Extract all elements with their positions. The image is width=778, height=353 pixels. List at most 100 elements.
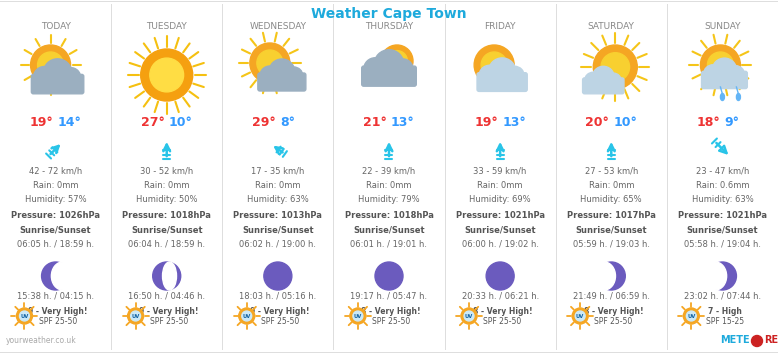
Text: 27 - 53 km/h: 27 - 53 km/h [584, 167, 638, 175]
FancyBboxPatch shape [702, 71, 748, 89]
Circle shape [479, 65, 500, 86]
Circle shape [363, 58, 387, 81]
Text: Sunrise/Sunset: Sunrise/Sunset [576, 226, 647, 234]
Circle shape [61, 68, 81, 88]
Text: Rain: 0mm: Rain: 0mm [33, 180, 79, 190]
Circle shape [572, 308, 588, 324]
Text: 30 - 52 km/h: 30 - 52 km/h [140, 167, 194, 175]
Text: RED: RED [764, 335, 778, 345]
Text: 06:04 h. / 18:59 h.: 06:04 h. / 18:59 h. [128, 239, 205, 249]
Text: Rain: 0mm: Rain: 0mm [588, 180, 634, 190]
FancyBboxPatch shape [258, 73, 306, 91]
Text: Rain: 0mm: Rain: 0mm [478, 180, 523, 190]
Text: Humidity: 63%: Humidity: 63% [692, 195, 753, 203]
Circle shape [19, 311, 30, 321]
Circle shape [584, 72, 601, 89]
Text: SPF 25-50: SPF 25-50 [372, 317, 410, 327]
Circle shape [686, 311, 696, 321]
Circle shape [752, 335, 762, 347]
FancyBboxPatch shape [583, 78, 624, 94]
Text: SPF 15-25: SPF 15-25 [706, 317, 744, 327]
Text: Humidity: 63%: Humidity: 63% [247, 195, 309, 203]
Circle shape [41, 262, 69, 290]
Text: 22 - 39 km/h: 22 - 39 km/h [363, 167, 415, 175]
Text: Rain: 0mm: Rain: 0mm [255, 180, 300, 190]
Text: 42 - 72 km/h: 42 - 72 km/h [29, 167, 82, 175]
Text: UV: UV [243, 313, 251, 318]
Ellipse shape [704, 262, 727, 290]
Circle shape [141, 49, 193, 101]
Text: 06:02 h. / 19:00 h.: 06:02 h. / 19:00 h. [240, 239, 317, 249]
Circle shape [601, 53, 629, 81]
Circle shape [505, 66, 524, 85]
Circle shape [37, 52, 64, 78]
Text: Sunrise/Sunset: Sunrise/Sunset [19, 226, 91, 234]
Text: FRIDAY: FRIDAY [485, 22, 516, 31]
Text: UV: UV [576, 313, 584, 318]
Text: 19:17 h. / 05:47 h.: 19:17 h. / 05:47 h. [350, 292, 428, 300]
Text: Weather Cape Town: Weather Cape Town [311, 7, 467, 21]
Circle shape [150, 58, 184, 92]
Circle shape [152, 262, 180, 290]
Circle shape [592, 66, 615, 88]
Text: Sunrise/Sunset: Sunrise/Sunset [242, 226, 314, 234]
Text: SPF 25-50: SPF 25-50 [483, 317, 521, 327]
Text: 7 - High: 7 - High [708, 306, 741, 316]
Text: Pressure: 1018hPa: Pressure: 1018hPa [345, 211, 433, 221]
Text: Humidity: 57%: Humidity: 57% [25, 195, 86, 203]
Text: 21°: 21° [363, 116, 387, 130]
Circle shape [464, 311, 474, 321]
Circle shape [700, 45, 741, 85]
Text: Rain: 0mm: Rain: 0mm [366, 180, 412, 190]
Text: 33 - 59 km/h: 33 - 59 km/h [474, 167, 527, 175]
Circle shape [375, 262, 403, 290]
Ellipse shape [51, 262, 74, 290]
Circle shape [260, 66, 280, 86]
Circle shape [30, 45, 71, 85]
Circle shape [709, 262, 737, 290]
Circle shape [381, 45, 413, 77]
Text: 9°: 9° [724, 116, 739, 130]
Circle shape [712, 58, 737, 83]
Text: 23 - 47 km/h: 23 - 47 km/h [696, 167, 749, 175]
Text: UV: UV [354, 313, 362, 318]
Text: 17 - 35 km/h: 17 - 35 km/h [251, 167, 304, 175]
Text: METE: METE [720, 335, 750, 345]
Text: 9 - Very High!: 9 - Very High! [251, 306, 310, 316]
Text: Pressure: 1026hPa: Pressure: 1026hPa [11, 211, 100, 221]
Circle shape [606, 73, 621, 88]
Text: TODAY: TODAY [40, 22, 71, 31]
Text: 9 - Very High!: 9 - Very High! [28, 306, 88, 316]
Circle shape [131, 311, 141, 321]
Text: Pressure: 1021hPa: Pressure: 1021hPa [678, 211, 767, 221]
Circle shape [374, 50, 404, 79]
Circle shape [285, 67, 303, 85]
Circle shape [727, 66, 745, 83]
Text: 13°: 13° [502, 116, 526, 130]
Circle shape [269, 59, 295, 85]
Text: 14°: 14° [58, 116, 82, 130]
Text: SUNDAY: SUNDAY [704, 22, 741, 31]
Text: Sunrise/Sunset: Sunrise/Sunset [464, 226, 536, 234]
Circle shape [257, 50, 283, 76]
Text: WEDNESDAY: WEDNESDAY [250, 22, 307, 31]
Text: Rain: 0mm: Rain: 0mm [144, 180, 190, 190]
Circle shape [474, 45, 514, 85]
Text: 06:01 h. / 19:01 h.: 06:01 h. / 19:01 h. [351, 239, 427, 249]
FancyBboxPatch shape [31, 74, 84, 94]
Text: TUESDAY: TUESDAY [146, 22, 187, 31]
Circle shape [242, 311, 252, 321]
Text: Humidity: 69%: Humidity: 69% [469, 195, 531, 203]
Text: 8 - Very High!: 8 - Very High! [362, 306, 421, 316]
Ellipse shape [737, 94, 741, 101]
Text: 15:38 h. / 04:15 h.: 15:38 h. / 04:15 h. [17, 292, 94, 300]
Circle shape [489, 58, 516, 85]
Text: SPF 25-50: SPF 25-50 [150, 317, 188, 327]
Text: 23:02 h. / 07:44 h.: 23:02 h. / 07:44 h. [684, 292, 761, 300]
Text: UV: UV [464, 313, 473, 318]
Circle shape [128, 308, 144, 324]
Circle shape [44, 59, 72, 88]
Text: SPF 25-50: SPF 25-50 [39, 317, 77, 327]
Text: Sunrise/Sunset: Sunrise/Sunset [353, 226, 425, 234]
Text: Pressure: 1018hPa: Pressure: 1018hPa [122, 211, 211, 221]
